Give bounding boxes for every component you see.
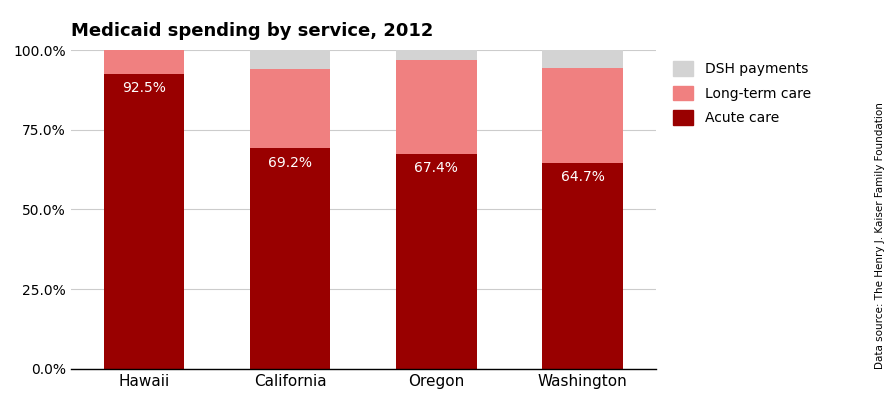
Bar: [250, 70, 330, 148]
Text: 69.2%: 69.2%: [268, 156, 312, 170]
Legend: DSH payments, Long-term care, Acute care: DSH payments, Long-term care, Acute care: [668, 57, 815, 129]
Bar: [104, 50, 184, 74]
Text: 67.4%: 67.4%: [415, 161, 458, 176]
Bar: [250, 50, 330, 70]
Bar: [104, 74, 184, 369]
Text: Data source: The Henry J. Kaiser Family Foundation: Data source: The Henry J. Kaiser Family …: [874, 102, 885, 369]
Bar: [542, 68, 623, 163]
Text: 92.5%: 92.5%: [122, 81, 166, 96]
Bar: [396, 60, 477, 154]
Bar: [250, 148, 330, 369]
Bar: [396, 50, 477, 60]
Bar: [542, 50, 623, 68]
Bar: [542, 163, 623, 369]
Text: 64.7%: 64.7%: [561, 170, 604, 184]
Bar: [396, 154, 477, 369]
Text: Medicaid spending by service, 2012: Medicaid spending by service, 2012: [71, 22, 433, 40]
